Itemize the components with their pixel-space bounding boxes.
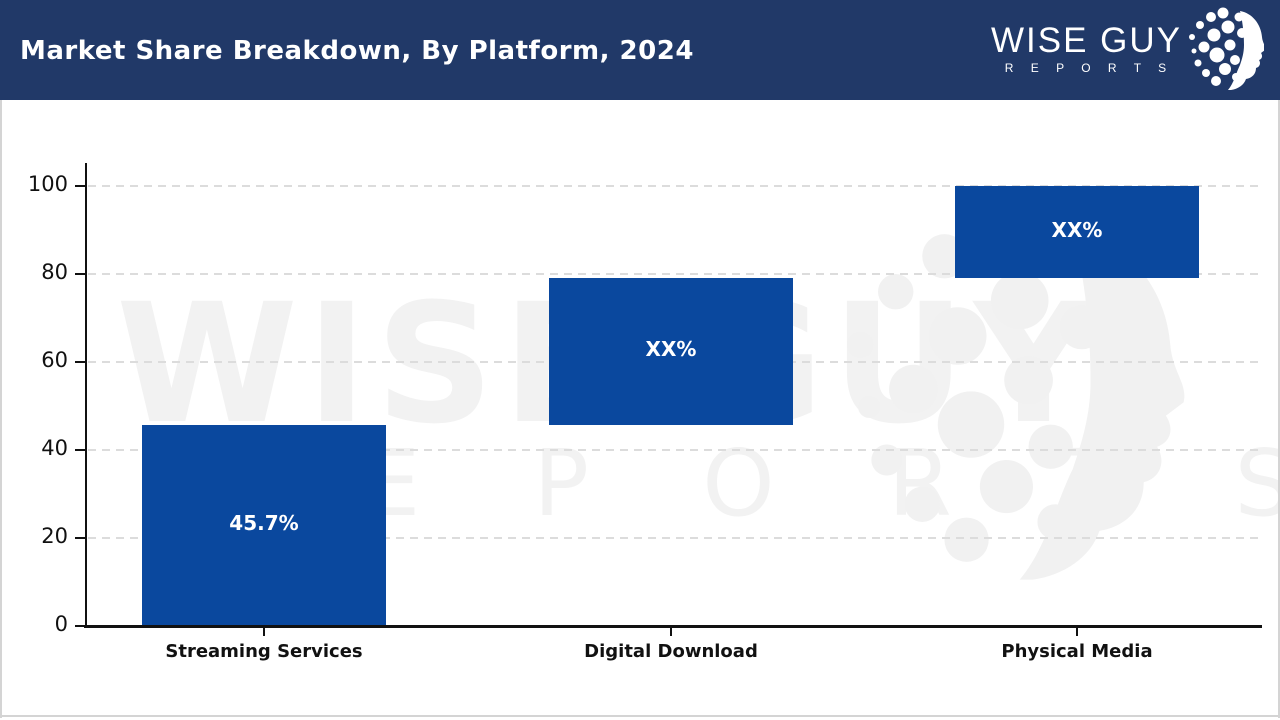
- frame-left: [0, 100, 2, 718]
- x-category-label: Streaming Services: [165, 641, 363, 662]
- logo-face-icon: [1189, 7, 1264, 90]
- bar-value-label: XX%: [645, 337, 697, 362]
- x-axis-tick: [263, 628, 265, 636]
- x-axis-spine: [84, 625, 1262, 628]
- x-axis-tick: [1076, 628, 1078, 636]
- y-tick-label: 100: [27, 172, 68, 196]
- y-axis-tick: [75, 625, 85, 627]
- bar: [142, 424, 386, 626]
- x-category-label: Physical Media: [1001, 641, 1153, 662]
- y-tick-label: 40: [41, 436, 68, 460]
- y-axis-tick: [75, 361, 85, 363]
- page-title: Market Share Breakdown, By Platform, 202…: [20, 36, 694, 66]
- y-axis-tick: [75, 537, 85, 539]
- wiseguy-logo: WISE GUY R E P O R T S: [991, 7, 1264, 91]
- gridline: [88, 273, 1262, 275]
- gridline: [88, 537, 1262, 539]
- gridline: [88, 185, 1262, 187]
- bar: [549, 277, 793, 425]
- gridline: [88, 449, 1262, 451]
- y-axis-tick: [75, 185, 85, 187]
- x-category-label: Digital Download: [584, 641, 758, 662]
- y-axis-spine: [85, 163, 87, 628]
- y-axis-tick: [75, 449, 85, 451]
- bar: [955, 186, 1199, 278]
- y-axis-tick: [75, 273, 85, 275]
- frame-right: [1278, 100, 1280, 718]
- logo-wordmark: WISE GUY: [990, 21, 1182, 61]
- y-tick-label: 20: [41, 524, 68, 548]
- frame-bottom: [0, 715, 1280, 717]
- logo-text: WISE GUY R E P O R T S: [990, 21, 1182, 75]
- y-tick-label: 0: [54, 612, 68, 636]
- bar-value-label: 45.7%: [229, 511, 299, 536]
- header: Market Share Breakdown, By Platform, 202…: [0, 0, 1280, 100]
- y-tick-label: 80: [41, 260, 68, 284]
- y-tick-label: 60: [41, 348, 68, 372]
- bar-value-label: XX%: [1051, 217, 1103, 242]
- logo-tagline: R E P O R T S: [1004, 60, 1174, 75]
- x-axis-tick: [670, 628, 672, 636]
